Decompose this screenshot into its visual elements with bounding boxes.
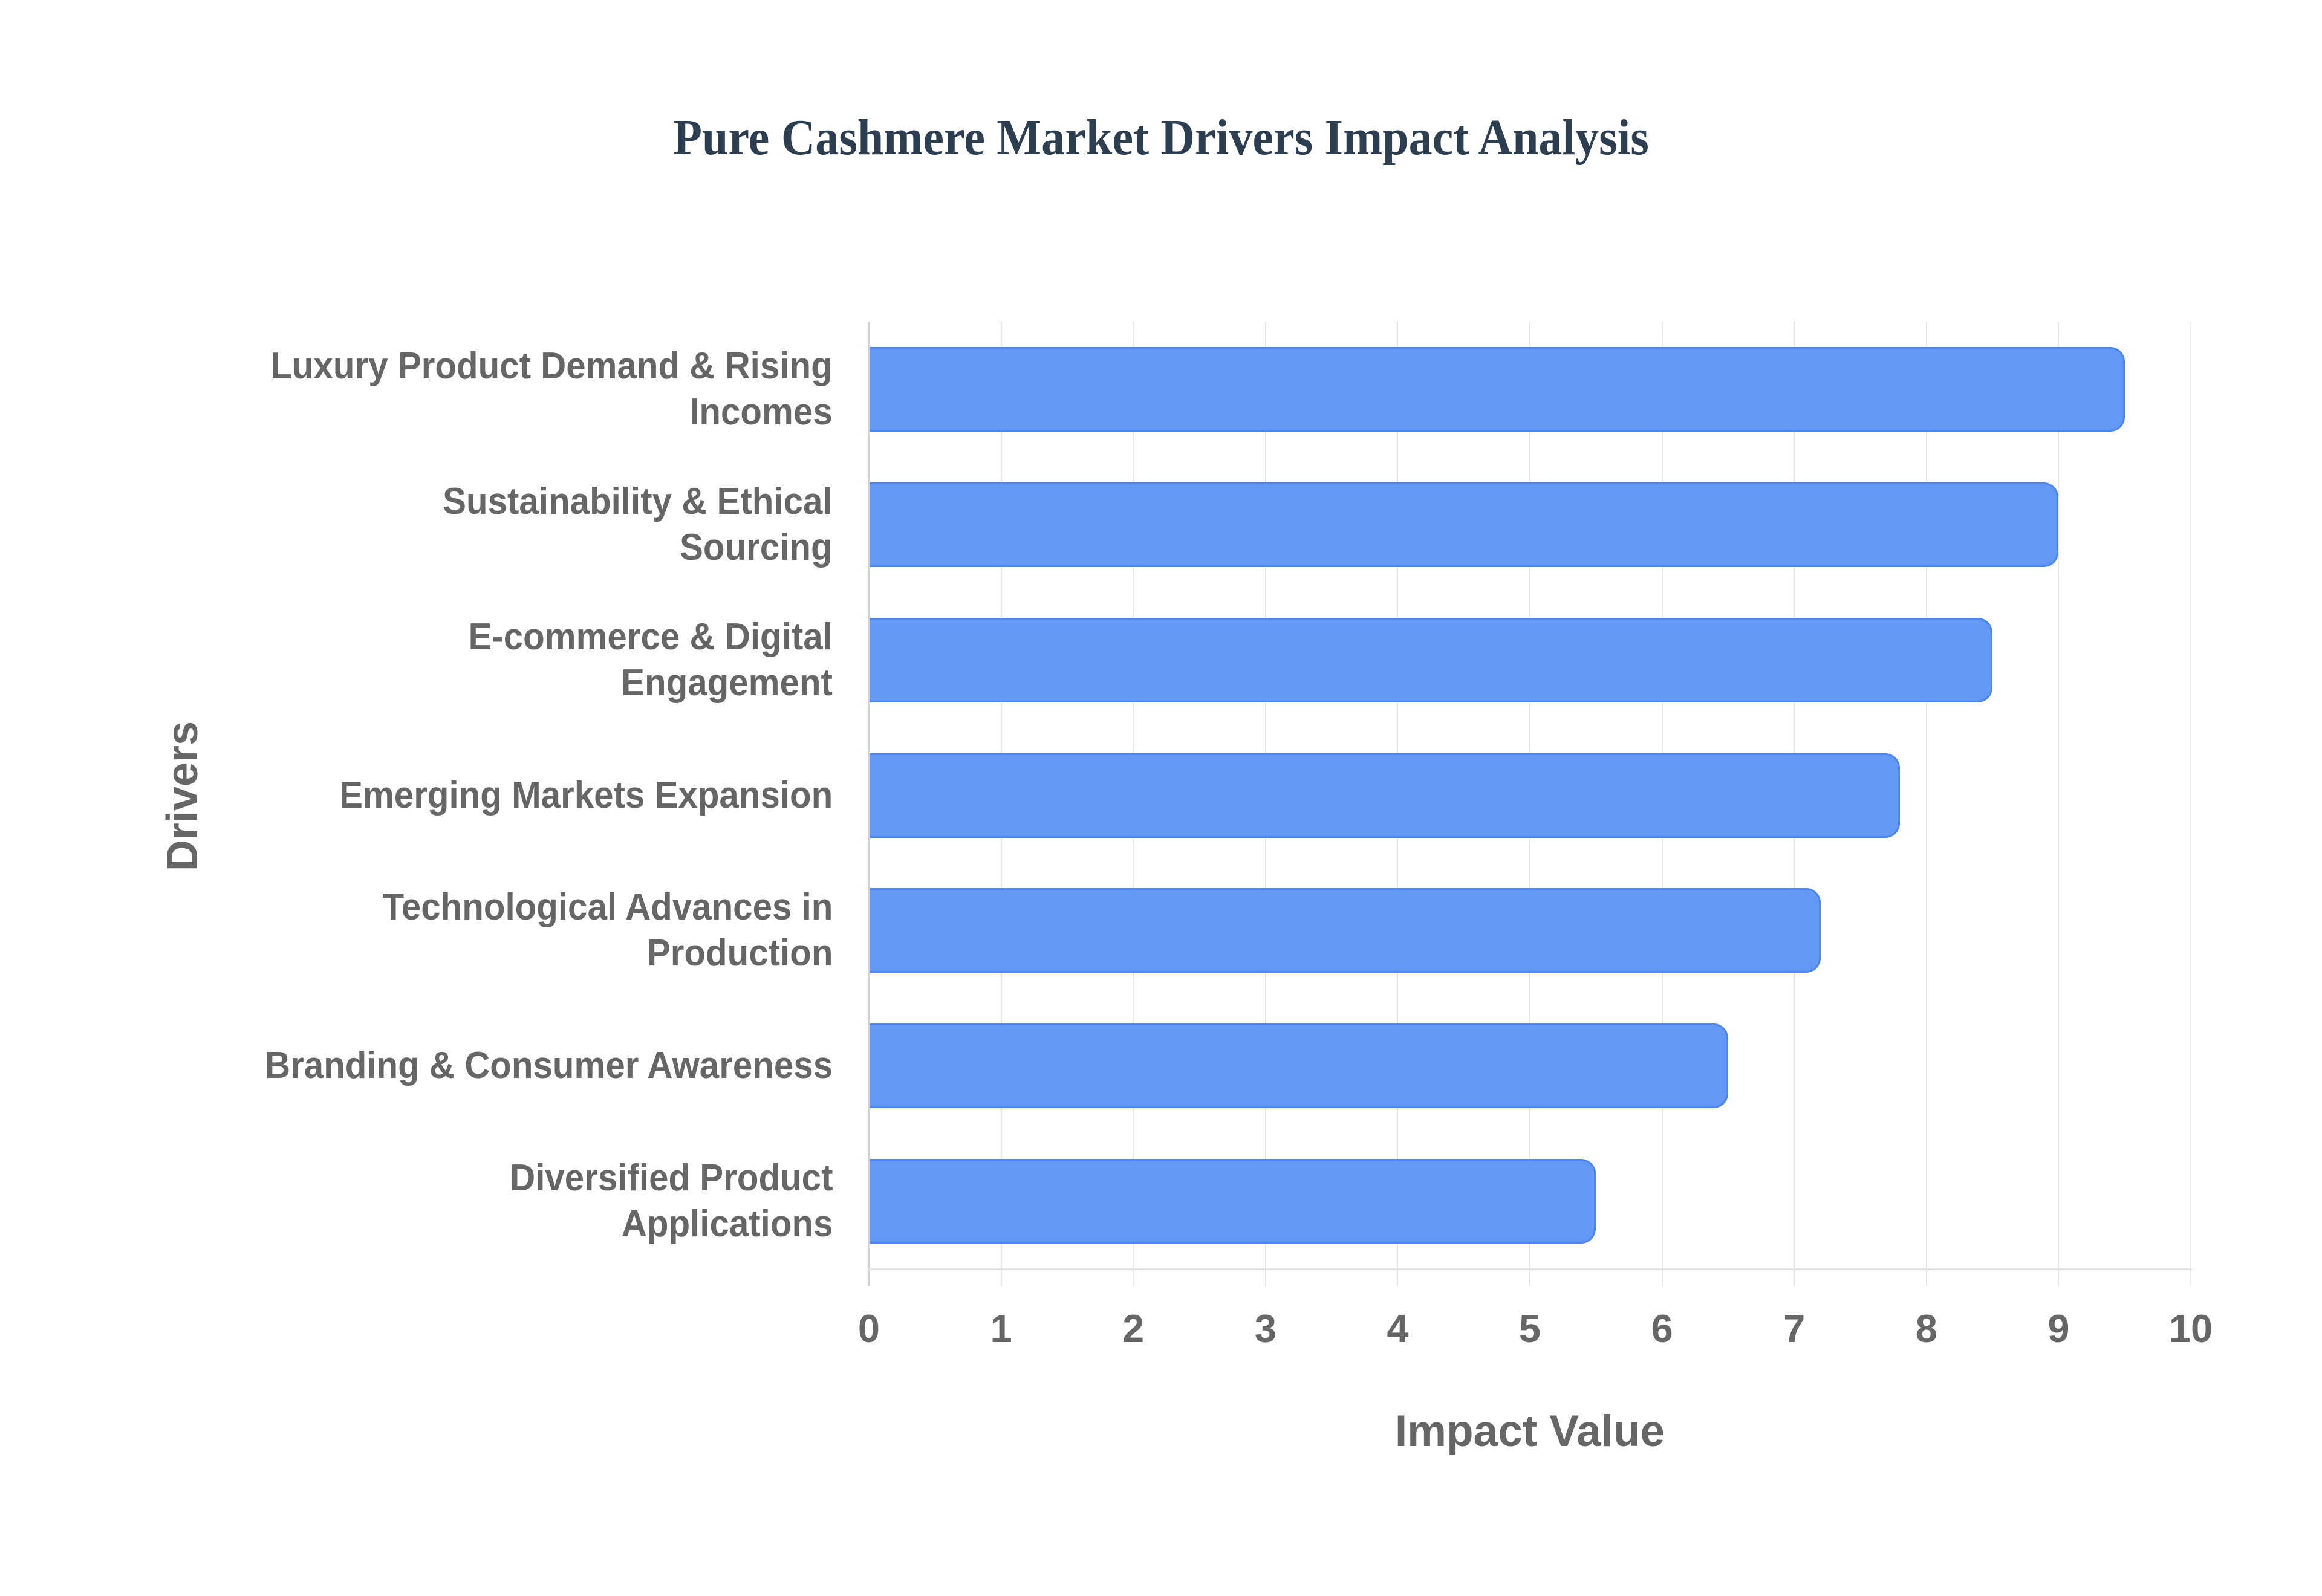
x-tick-label: 10 <box>2168 1306 2213 1351</box>
category-label-line: Applications <box>621 1203 833 1245</box>
y-axis-line <box>868 322 870 1286</box>
bar[interactable] <box>870 1023 1728 1109</box>
category-label-line: Sustainability & Ethical <box>443 480 833 522</box>
category-label-line: Emerging Markets Expansion <box>339 774 833 816</box>
plot-area <box>868 322 2192 1286</box>
bar[interactable] <box>870 346 2125 432</box>
category-label-line: E-commerce & Digital <box>468 615 833 658</box>
bar[interactable] <box>870 1159 1596 1244</box>
category-label: Diversified Product Applications <box>167 1141 833 1262</box>
x-tick-label: 3 <box>1254 1306 1276 1351</box>
bar[interactable] <box>870 753 1901 838</box>
x-axis-line <box>869 1268 2192 1270</box>
x-tick-label: 8 <box>1915 1306 1937 1351</box>
category-label-line: Luxury Product Demand & Rising <box>270 345 833 387</box>
category-label-line: Branding & Consumer Awareness <box>264 1045 833 1087</box>
bar[interactable] <box>870 482 2059 567</box>
category-label-line: Production <box>646 932 833 975</box>
x-tick-label: 0 <box>857 1306 880 1351</box>
x-tick-label: 9 <box>2047 1306 2070 1351</box>
category-label: Emerging Markets Expansion <box>167 735 833 856</box>
bar[interactable] <box>870 617 1993 702</box>
x-tick-label: 2 <box>1122 1306 1145 1351</box>
gridline <box>2190 322 2191 1286</box>
category-label-line: Engagement <box>621 661 833 704</box>
x-tick-label: 6 <box>1651 1306 1673 1351</box>
category-label: Technological Advances in Production <box>167 870 833 991</box>
x-axis-title: Impact Value <box>1394 1407 1665 1456</box>
category-label: E-commerce & Digital Engagement <box>167 600 833 721</box>
bar[interactable] <box>870 888 1821 973</box>
category-label-line: Incomes <box>689 391 833 433</box>
category-label: Sustainability & Ethical Sourcing <box>167 464 833 585</box>
x-tick-label: 5 <box>1518 1306 1541 1351</box>
category-label: Branding & Consumer Awareness <box>167 1005 833 1126</box>
category-label-line: Diversified Product <box>509 1157 833 1199</box>
gridline <box>1925 322 1927 1286</box>
category-label-line: Sourcing <box>680 526 833 568</box>
gridline <box>2058 322 2060 1286</box>
x-tick-label: 4 <box>1387 1306 1409 1351</box>
chart-title: Pure Cashmere Market Drivers Impact Anal… <box>673 109 1649 166</box>
category-label-line: Technological Advances in <box>382 886 833 929</box>
x-tick-label: 7 <box>1783 1306 1806 1351</box>
x-tick-label: 1 <box>990 1306 1012 1351</box>
category-label: Luxury Product Demand & Rising Incomes <box>167 329 833 450</box>
